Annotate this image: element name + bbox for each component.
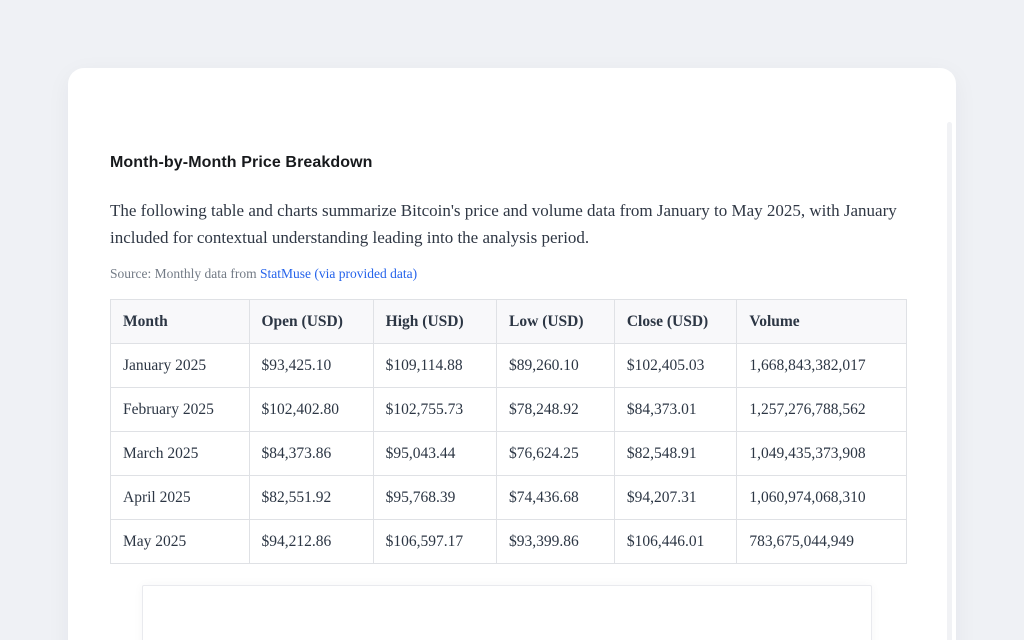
table-cell: $94,212.86 [248, 519, 374, 564]
table-cell: March 2025 [110, 431, 250, 476]
table-cell: May 2025 [110, 519, 250, 564]
table-cell: 1,257,276,788,562 [736, 387, 907, 432]
table-cell: $109,114.88 [372, 343, 498, 388]
chart-container [142, 585, 872, 640]
column-header: High (USD) [372, 299, 498, 344]
table-cell: $76,624.25 [496, 431, 615, 476]
table-row: March 2025 $84,373.86 $95,043.44 $76,624.25… [110, 431, 907, 476]
table-cell: $95,043.44 [372, 431, 498, 476]
table-cell: $94,207.31 [613, 475, 738, 520]
column-header: Volume [736, 299, 907, 344]
table-row: January 2025 $93,425.10 $109,114.88 $89,260… [110, 343, 907, 388]
table-cell: $78,248.92 [496, 387, 615, 432]
table-header-row: Month Open (USD) High (USD) Low (USD) Close … [110, 299, 907, 344]
table-cell: $74,436.68 [496, 475, 615, 520]
table-cell: $84,373.01 [613, 387, 738, 432]
table-cell: $89,260.10 [496, 343, 615, 388]
column-header: Open (USD) [248, 299, 374, 344]
table-cell: January 2025 [110, 343, 250, 388]
table-cell: $102,405.03 [613, 343, 738, 388]
table-cell: $102,402.80 [248, 387, 374, 432]
source-link[interactable]: StatMuse (via provided data) [259, 266, 418, 281]
table-cell: $93,425.10 [248, 343, 374, 388]
table-row: April 2025 $82,551.92 $95,768.39 $74,436.68… [110, 475, 907, 520]
source-line: Source: Monthly data from StatMuse (via … [110, 266, 908, 282]
column-header: Close (USD) [613, 299, 738, 344]
scrollbar-track[interactable] [947, 122, 952, 640]
table-cell: April 2025 [110, 475, 250, 520]
table-cell: 783,675,044,949 [736, 519, 907, 564]
table-cell: 1,668,843,382,017 [736, 343, 907, 388]
table-cell: $82,548.91 [613, 431, 738, 476]
content-card: Month-by-Month Price Breakdown The follo… [68, 68, 956, 640]
table-cell: February 2025 [110, 387, 250, 432]
table-row: May 2025 $94,212.86 $106,597.17 $93,399.86 $… [110, 519, 907, 564]
table-cell: $93,399.86 [496, 519, 615, 564]
table-row: February 2025 $102,402.80 $102,755.73 $78,2… [110, 387, 907, 432]
column-header: Month [110, 299, 250, 344]
price-table: Month Open (USD) High (USD) Low (USD) Close … [110, 299, 907, 564]
table-cell: 1,060,974,068,310 [736, 475, 907, 520]
table-cell: $82,551.92 [248, 475, 374, 520]
table-cell: 1,049,435,373,908 [736, 431, 907, 476]
page-title: Month-by-Month Price Breakdown [110, 154, 373, 171]
source-prefix: Source: Monthly data from [110, 266, 260, 281]
intro-paragraph: The following table and charts summarize… [110, 201, 897, 247]
column-header: Low (USD) [496, 299, 615, 344]
table-cell: $84,373.86 [248, 431, 374, 476]
table-cell: $95,768.39 [372, 475, 498, 520]
table-cell: $106,446.01 [613, 519, 738, 564]
table-cell: $106,597.17 [372, 519, 498, 564]
table-cell: $102,755.73 [372, 387, 498, 432]
